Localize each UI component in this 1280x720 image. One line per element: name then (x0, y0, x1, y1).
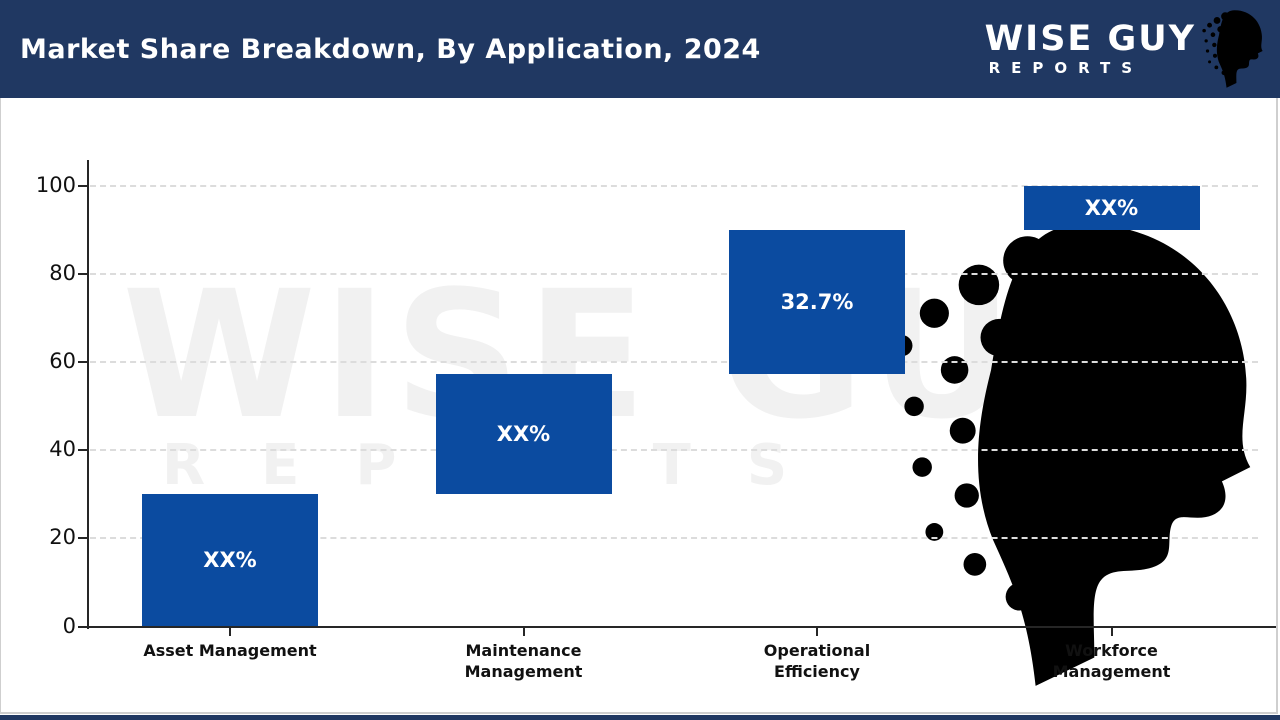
bar: 32.7% (729, 230, 905, 375)
y-tick (78, 449, 87, 452)
bar: XX% (142, 494, 318, 627)
bar-value-label: XX% (1084, 195, 1139, 220)
bar: XX% (435, 374, 612, 495)
category-label: Operational Efficiency (763, 641, 871, 681)
x-tick (522, 628, 525, 636)
gridline (90, 184, 1258, 187)
app-header: Market Share Breakdown, By Application, … (0, 0, 1280, 98)
gridline (90, 272, 1258, 275)
category-label: Asset Management (143, 641, 317, 660)
x-tick (229, 628, 231, 636)
bar-value-label: 32.7% (780, 290, 854, 315)
y-tick (78, 625, 87, 628)
y-tick-label: 40 (49, 437, 76, 462)
gridline (90, 537, 1258, 540)
wiseguy-head-icon (1198, 8, 1266, 90)
y-tick-label: 100 (35, 172, 76, 197)
gridline (90, 360, 1258, 363)
x-tick (816, 628, 818, 636)
category-label: Maintenance Management (464, 641, 583, 681)
bar-value-label: XX% (203, 548, 257, 573)
y-tick-label: 80 (49, 260, 76, 285)
y-tick (78, 360, 87, 363)
y-tick (78, 272, 87, 275)
page-title: Market Share Breakdown, By Application, … (20, 33, 761, 65)
logo-brand-subtitle: REPORTS (988, 59, 1144, 77)
x-tick (1110, 628, 1113, 636)
wiseguy-logo-text: WISE GUY REPORTS (985, 22, 1196, 76)
footer-bar (0, 715, 1280, 720)
y-tick (78, 184, 87, 187)
y-tick (78, 537, 87, 540)
logo-brand-name: WISE GUY (984, 19, 1196, 59)
wiseguy-logo: WISE GUY REPORTS (985, 8, 1266, 90)
y-axis-line (87, 160, 89, 629)
bar: XX% (1023, 185, 1200, 231)
category-label: Workforce Management (1052, 641, 1171, 681)
y-tick-label: 0 (62, 613, 76, 638)
x-axis-line (87, 625, 1276, 628)
y-tick-label: 60 (49, 348, 76, 373)
gridline (90, 449, 1258, 452)
y-tick-label: 20 (49, 525, 76, 550)
bar-value-label: XX% (496, 422, 551, 447)
